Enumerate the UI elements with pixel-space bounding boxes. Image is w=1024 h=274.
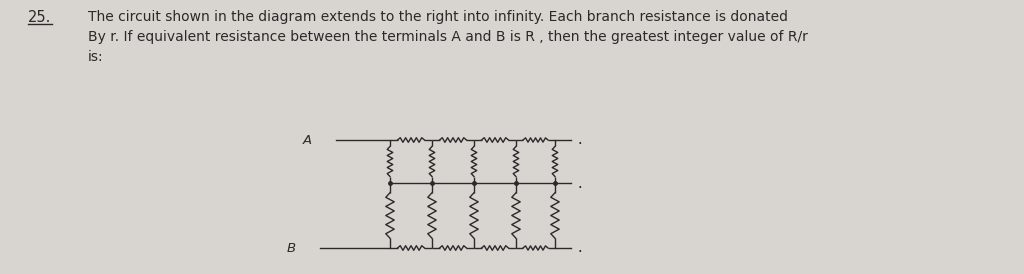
Text: .: . bbox=[573, 241, 583, 255]
Text: B: B bbox=[287, 241, 296, 255]
Text: The circuit shown in the diagram extends to the right into infinity. Each branch: The circuit shown in the diagram extends… bbox=[88, 10, 788, 24]
Text: is:: is: bbox=[88, 50, 103, 64]
Text: A: A bbox=[303, 133, 312, 147]
Text: .: . bbox=[573, 176, 583, 190]
Text: 25.: 25. bbox=[28, 10, 51, 25]
Text: .: . bbox=[573, 133, 583, 147]
Text: By r. If equivalent resistance between the terminals A and B is R , then the gre: By r. If equivalent resistance between t… bbox=[88, 30, 808, 44]
